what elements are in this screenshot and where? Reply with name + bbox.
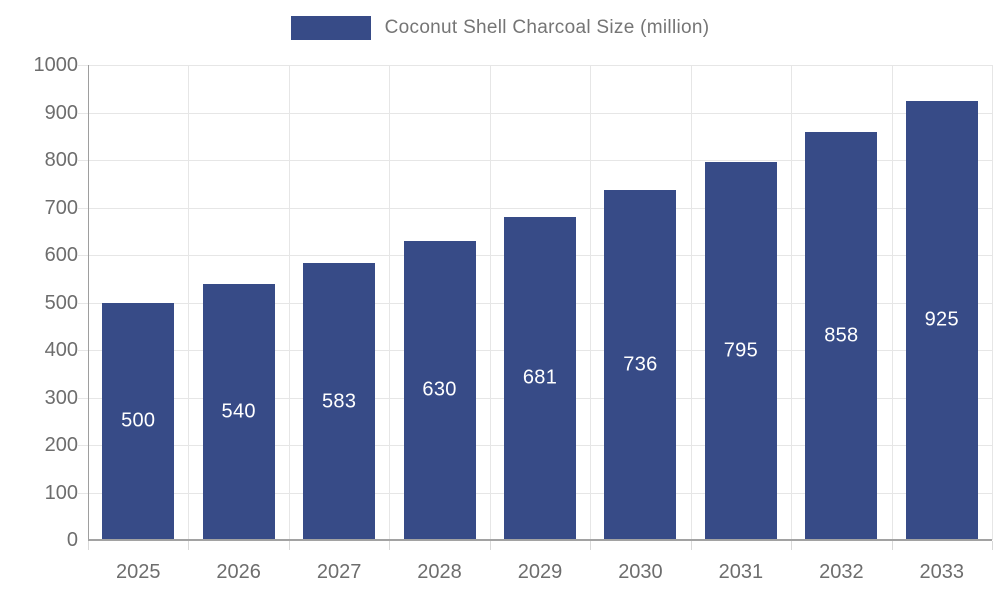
x-tick-label: 2026	[216, 561, 261, 583]
legend-swatch	[290, 16, 371, 40]
legend-item[interactable]: Coconut Shell Charcoal Size (million)	[290, 16, 710, 40]
x-tick-label: 2029	[517, 561, 563, 583]
gridline-v	[389, 65, 391, 540]
bar-2026[interactable]: 540	[202, 283, 275, 540]
gridline-v	[489, 65, 491, 540]
y-axis-line	[88, 65, 89, 540]
x-tick	[891, 541, 893, 550]
bar-value-label: 500	[121, 409, 156, 432]
y-tick-label: 300	[44, 386, 78, 409]
x-tick-label: 2027	[316, 561, 362, 583]
bar-2027[interactable]: 583	[303, 263, 376, 540]
bar-2030[interactable]: 736	[604, 190, 677, 540]
x-tick-label: 2025	[115, 561, 161, 583]
x-tick	[188, 541, 190, 550]
y-tick-label: 900	[44, 101, 78, 124]
gridline-h	[78, 65, 992, 66]
bar-value-label: 681	[522, 366, 558, 389]
legend: Coconut Shell Charcoal Size (million)	[0, 16, 1000, 40]
bar-value-label: 858	[824, 324, 859, 347]
bar-2025[interactable]: 500	[102, 302, 175, 540]
x-tick	[992, 541, 993, 550]
x-tick-label: 2033	[919, 561, 965, 583]
x-tick	[288, 541, 290, 550]
gridline-v	[891, 65, 893, 540]
x-tick	[88, 541, 89, 550]
x-tick-label: 2030	[618, 561, 663, 583]
y-tick-label: 400	[44, 339, 78, 361]
bar-2032[interactable]: 858	[805, 132, 878, 540]
bar-2033[interactable]: 925	[905, 100, 978, 540]
y-tick-label: 500	[44, 291, 78, 314]
bar-value-label: 795	[723, 339, 759, 362]
bar-value-label: 736	[623, 353, 658, 376]
bar-2031[interactable]: 795	[704, 162, 777, 540]
bar-2029[interactable]: 681	[504, 216, 576, 540]
y-tick-label: 1000	[33, 54, 79, 76]
x-tick-label: 2032	[819, 561, 864, 583]
x-tick	[791, 541, 793, 550]
bar-2028[interactable]: 630	[403, 240, 476, 540]
bar-value-label: 925	[924, 308, 959, 331]
gridline-h	[78, 207, 992, 209]
bar-value-label: 583	[321, 390, 357, 413]
gridline-h	[78, 112, 992, 114]
x-tick	[489, 541, 491, 550]
gridline-v	[791, 65, 793, 540]
bar-value-label: 540	[221, 400, 256, 423]
y-tick-label: 700	[44, 196, 78, 219]
y-tick-label: 200	[44, 434, 78, 456]
y-tick-label: 100	[44, 481, 78, 504]
y-tick-label: 600	[44, 244, 78, 266]
gridline-h	[78, 160, 992, 161]
gridline-v	[188, 65, 190, 540]
x-tick	[389, 541, 391, 550]
y-tick-label: 0	[66, 529, 78, 551]
plot-area: 500 540 583 630 681 736 795 858 925	[78, 65, 993, 550]
x-tick-label: 2031	[718, 561, 764, 583]
gridline-v	[992, 65, 993, 540]
gridline-v	[690, 65, 692, 540]
gridline-v	[288, 65, 290, 540]
bar-value-label: 630	[422, 378, 457, 401]
x-tick-label: 2028	[417, 561, 462, 583]
x-tick	[590, 541, 592, 550]
legend-label: Coconut Shell Charcoal Size (million)	[384, 17, 710, 38]
gridline-v	[590, 65, 592, 540]
x-axis-line	[88, 539, 992, 541]
x-tick	[690, 541, 692, 550]
y-tick-label: 800	[44, 149, 78, 171]
